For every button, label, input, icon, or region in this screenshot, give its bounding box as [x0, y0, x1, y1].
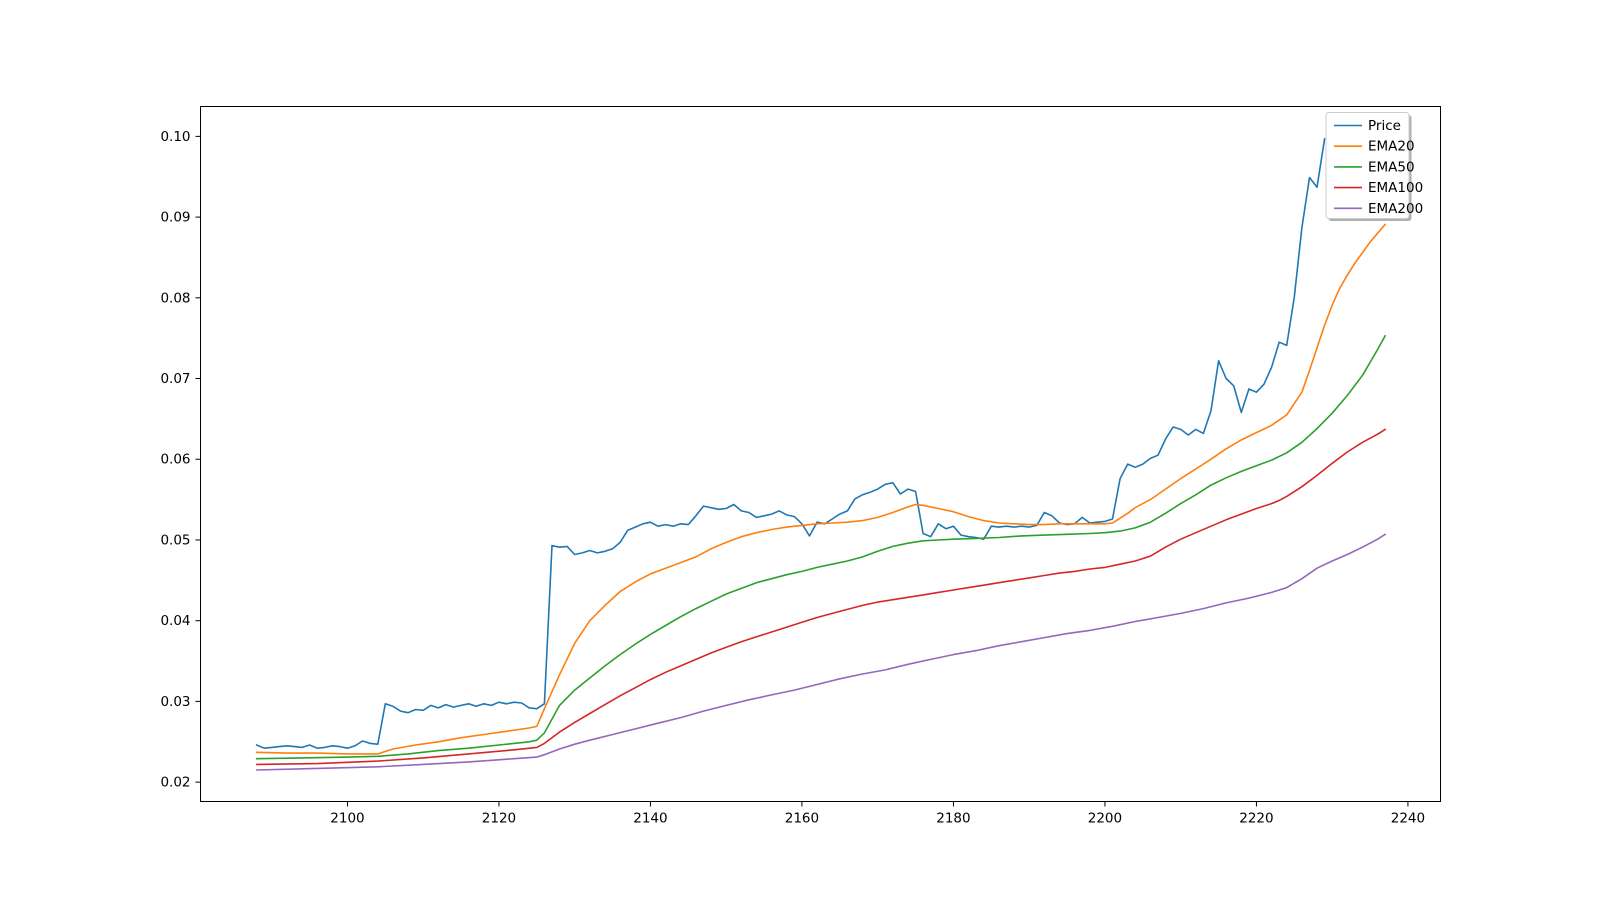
legend-entry-label: EMA200	[1368, 201, 1423, 217]
ema100-line	[255, 428, 1386, 766]
y-axis-tick-label: 0.09	[160, 210, 190, 226]
y-axis-tick-label: 0.04	[160, 613, 190, 629]
legend-box	[1325, 112, 1410, 219]
y-axis-tick-label: 0.02	[160, 775, 190, 791]
x-axis-tick-label: 2160	[785, 811, 819, 827]
y-axis-tick-label: 0.08	[160, 290, 190, 306]
y-axis-tick-label: 0.05	[160, 532, 190, 548]
y-axis-tick-label: 0.10	[160, 129, 190, 145]
y-axis-tick-label: 0.07	[160, 371, 190, 387]
x-axis-tick-label: 2120	[482, 811, 516, 827]
x-axis-tick-label: 2220	[1239, 811, 1273, 827]
y-axis-tick-label: 0.06	[160, 452, 190, 468]
axes-frame	[200, 106, 1441, 802]
legend-entry: EMA20	[1334, 139, 1415, 155]
x-axis-tick-label: 2240	[1391, 811, 1425, 827]
x-axis-tick-label: 2140	[633, 811, 667, 827]
legend-entry-label: Price	[1368, 118, 1401, 134]
price-line	[255, 138, 1326, 750]
legend-entry-label: EMA50	[1368, 159, 1415, 175]
legend-entry: EMA200	[1334, 201, 1423, 217]
legend-entry: EMA50	[1334, 159, 1415, 175]
ema50-line	[255, 334, 1386, 760]
x-axis-tick-label: 2200	[1088, 811, 1122, 827]
legend-entry: Price	[1334, 118, 1401, 134]
x-axis-tick-label: 2100	[330, 811, 364, 827]
legend-entry-label: EMA100	[1368, 180, 1423, 196]
ema200-line	[255, 533, 1386, 771]
ema20-line	[255, 223, 1386, 755]
legend: Price EMA20 EMA50 EMA100 EMA200	[1325, 112, 1423, 221]
x-axis-tick-label: 2180	[936, 811, 970, 827]
y-axis-tick-label: 0.03	[160, 694, 190, 710]
legend-entry-label: EMA20	[1368, 139, 1415, 155]
legend-entry: EMA100	[1334, 180, 1423, 196]
